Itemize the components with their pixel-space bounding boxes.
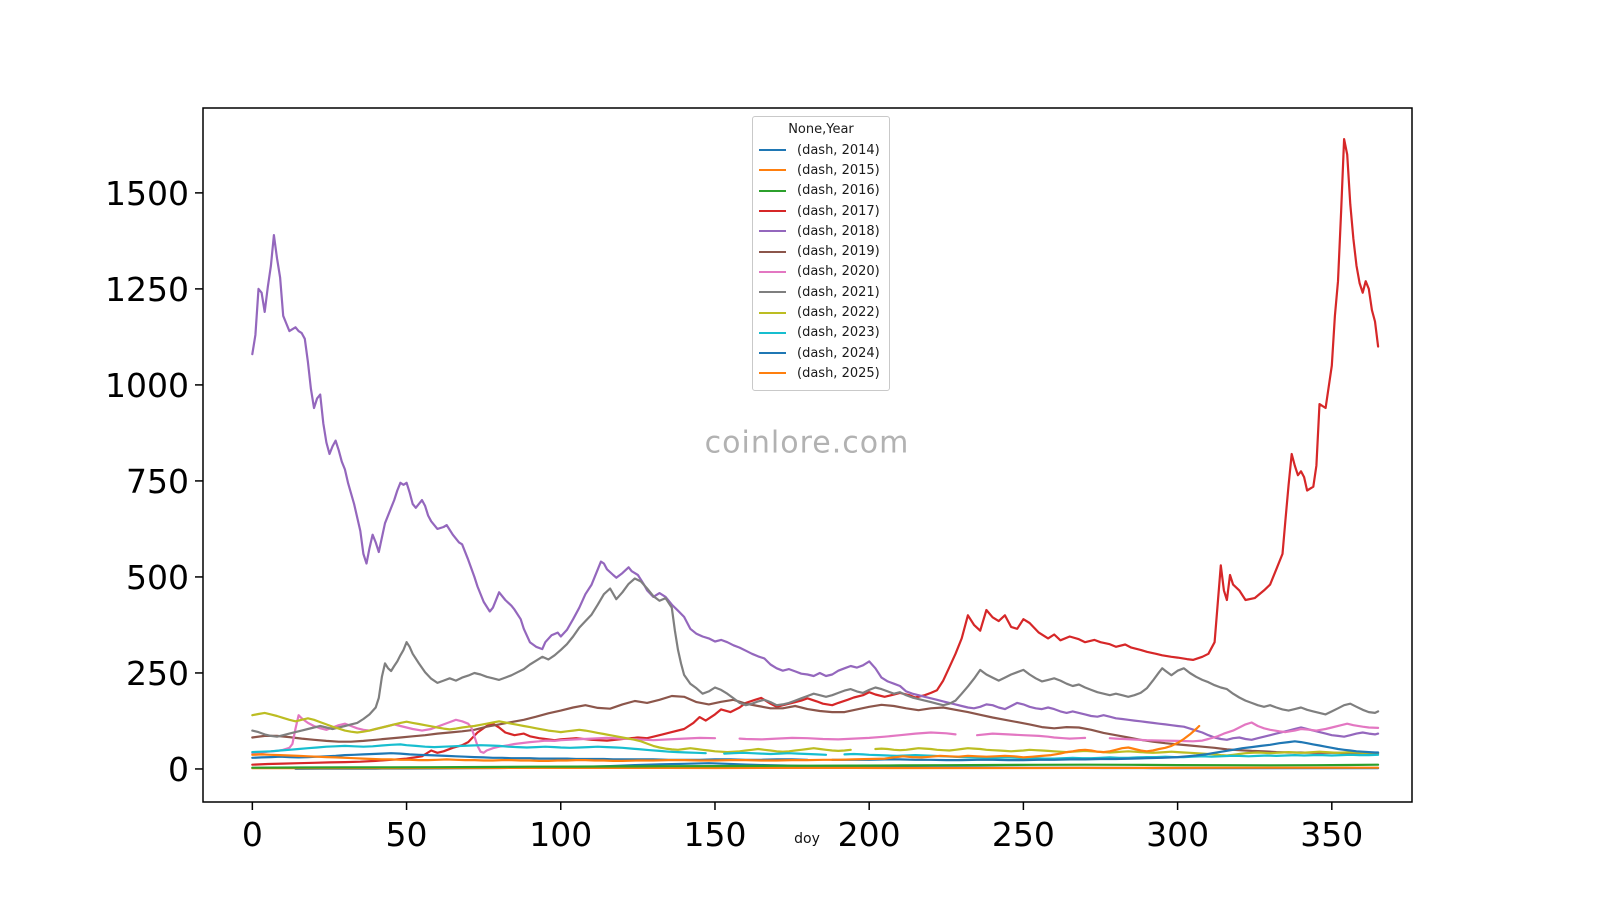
y-tick-label: 0 xyxy=(168,750,189,789)
legend-line-sample xyxy=(759,270,786,273)
legend-line-sample xyxy=(759,352,786,355)
watermark: coinlore.com xyxy=(704,425,910,461)
legend-entry-2025: (dash, 2025) xyxy=(753,363,889,383)
legend-line-sample xyxy=(759,331,786,334)
plot-border xyxy=(202,107,1413,803)
series-line-2022 xyxy=(251,711,1380,757)
legend-entry-label: (dash, 2023) xyxy=(797,325,880,341)
series-line-2016 xyxy=(251,763,1380,769)
legend-entry-label: (dash, 2025) xyxy=(797,365,880,381)
legend-entry-2019: (dash, 2019) xyxy=(753,241,889,261)
x-tick-label: 300 xyxy=(1146,815,1209,854)
legend-entry-2024: (dash, 2024) xyxy=(753,343,889,363)
legend-entry-label: (dash, 2018) xyxy=(797,223,880,239)
legend-line-sample xyxy=(759,230,786,233)
x-tick-label: 200 xyxy=(838,815,901,854)
legend-entry-2014: (dash, 2014) xyxy=(753,140,889,160)
x-tick-label: 0 xyxy=(242,815,263,854)
y-tick-label: 1500 xyxy=(105,174,189,213)
legend-entry-2018: (dash, 2018) xyxy=(753,221,889,241)
legend-entry-label: (dash, 2014) xyxy=(797,142,880,158)
legend-line-sample xyxy=(759,210,786,213)
legend-line-sample xyxy=(759,311,786,314)
legend-entry-label: (dash, 2021) xyxy=(797,284,880,300)
series-line-2021 xyxy=(251,577,1380,738)
series-line-2018 xyxy=(251,234,1380,741)
y-tick-label: 1000 xyxy=(105,366,189,405)
x-tick-label: 250 xyxy=(992,815,1055,854)
legend-line-sample xyxy=(759,189,786,192)
legend-entry-label: (dash, 2016) xyxy=(797,183,880,199)
legend-entry-2017: (dash, 2017) xyxy=(753,201,889,221)
y-tick-label: 250 xyxy=(126,654,189,693)
legend-entry-label: (dash, 2024) xyxy=(797,345,880,361)
legend-box: None,Year (dash, 2014) (dash, 2015) (dash,… xyxy=(752,116,890,391)
x-tick-label: 150 xyxy=(683,815,746,854)
legend-entry-2016: (dash, 2016) xyxy=(753,181,889,201)
y-tick-label: 1250 xyxy=(105,270,189,309)
x-tick-label: 50 xyxy=(386,815,428,854)
legend-entry-label: (dash, 2020) xyxy=(797,264,880,280)
x-axis-label: doy xyxy=(794,831,820,847)
series-line-2019 xyxy=(251,694,1380,755)
x-tick-label: 100 xyxy=(529,815,592,854)
x-tick-label: 350 xyxy=(1300,815,1363,854)
legend-entry-2015: (dash, 2015) xyxy=(753,160,889,180)
series-line-2025 xyxy=(251,724,1201,762)
legend-line-sample xyxy=(759,169,786,172)
legend-title: None,Year xyxy=(788,122,854,137)
y-tick-label: 500 xyxy=(126,558,189,597)
legend-entry-2023: (dash, 2023) xyxy=(753,323,889,343)
legend-line-sample xyxy=(759,291,786,294)
y-tick-label: 750 xyxy=(126,462,189,501)
legend-entry-label: (dash, 2019) xyxy=(797,244,880,260)
legend-line-sample xyxy=(759,149,786,152)
legend-entries: (dash, 2014) (dash, 2015) (dash, 2016) (das… xyxy=(753,140,889,384)
legend-entry-label: (dash, 2022) xyxy=(797,305,880,321)
legend-entry-2020: (dash, 2020) xyxy=(753,262,889,282)
legend-entry-2021: (dash, 2021) xyxy=(753,282,889,302)
legend-line-sample xyxy=(759,372,786,375)
legend-line-sample xyxy=(759,250,786,253)
legend-entry-label: (dash, 2017) xyxy=(797,203,880,219)
series-line-2017 xyxy=(251,138,1380,766)
legend-entry-label: (dash, 2015) xyxy=(797,162,880,178)
legend-entry-2022: (dash, 2022) xyxy=(753,302,889,322)
